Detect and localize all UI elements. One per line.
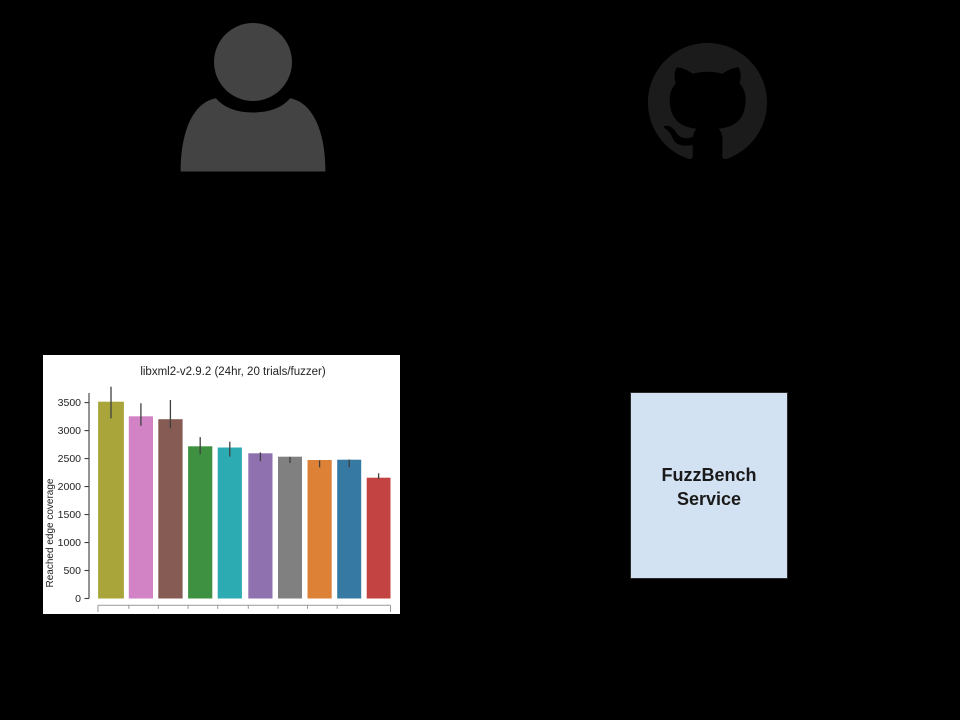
svg-text:Reached edge coverage: Reached edge coverage	[45, 478, 56, 587]
svg-text:0: 0	[75, 593, 81, 605]
svg-text:2500: 2500	[58, 453, 82, 465]
svg-text:1000: 1000	[58, 537, 82, 549]
svg-text:2000: 2000	[58, 481, 82, 493]
svg-text:libxml2-v2.9.2 (24hr, 20 trial: libxml2-v2.9.2 (24hr, 20 trials/fuzzer)	[140, 366, 326, 378]
svg-text:3500: 3500	[58, 397, 82, 409]
svg-text:500: 500	[63, 565, 81, 577]
svg-text:3000: 3000	[58, 425, 82, 437]
svg-text:1500: 1500	[58, 509, 82, 521]
